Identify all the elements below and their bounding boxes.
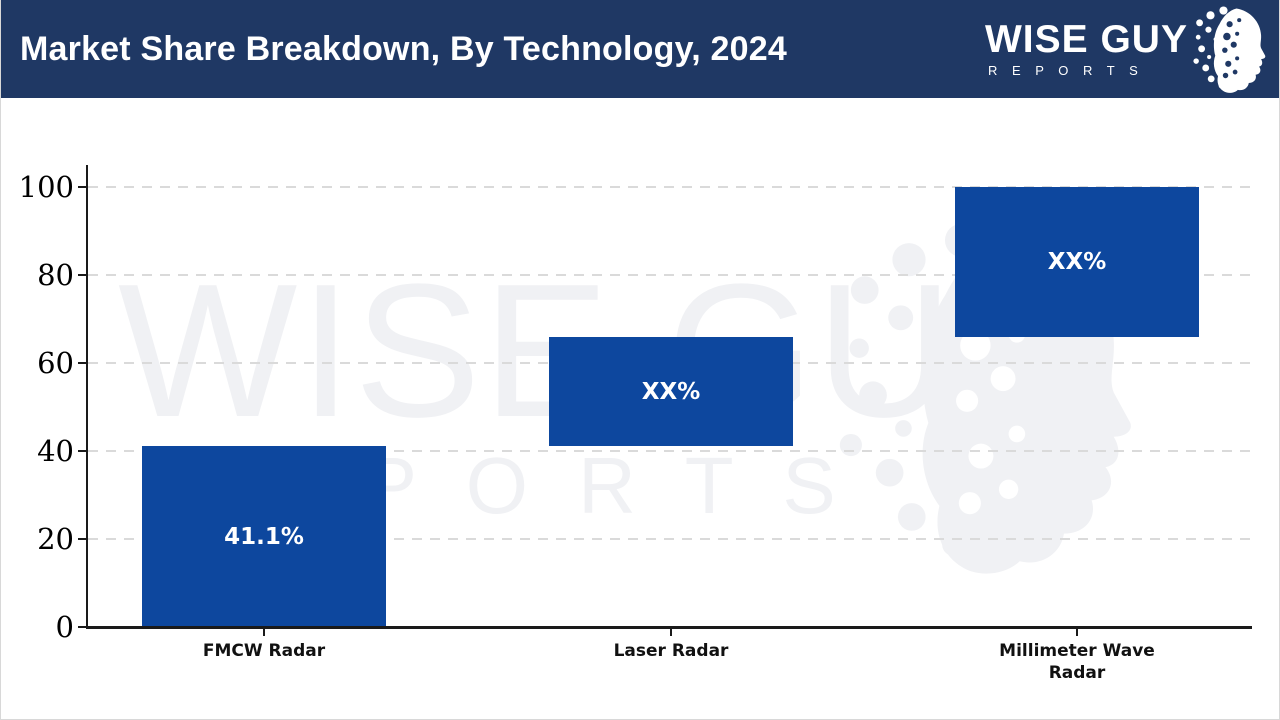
bar-value-label: 41.1% — [224, 523, 304, 550]
bar-value-label: XX% — [1047, 249, 1107, 276]
x-tick-mark — [670, 628, 672, 636]
y-tick-mark — [78, 626, 87, 628]
y-tick-label: 80 — [37, 258, 74, 292]
chart-title: Market Share Breakdown, By Technology, 2… — [20, 29, 787, 68]
y-tick-label: 100 — [18, 170, 74, 204]
y-tick-mark — [78, 274, 87, 276]
wiseguy-face-icon — [1193, 5, 1266, 93]
x-tick-mark — [263, 628, 265, 636]
y-tick-mark — [78, 362, 87, 364]
gridline — [88, 186, 1252, 188]
x-tick-mark — [1076, 628, 1078, 636]
gridline — [88, 538, 1252, 540]
y-axis-spine — [86, 165, 88, 629]
bar: XX% — [549, 337, 793, 447]
x-tick-label: FMCW Radar — [202, 641, 326, 661]
x-axis-spine — [86, 626, 1252, 629]
bar-value-label: XX% — [641, 378, 701, 405]
bar: 41.1% — [142, 446, 386, 627]
y-tick-label: 0 — [55, 610, 74, 644]
y-tick-label: 60 — [37, 346, 74, 380]
x-tick-label: Laser Radar — [613, 641, 729, 661]
y-tick-mark — [78, 450, 87, 452]
x-tick-label: Millimeter Wave Radar — [999, 641, 1155, 683]
gridline — [88, 450, 1252, 452]
header-bar: Market Share Breakdown, By Technology, 2… — [0, 0, 1280, 98]
logo-subtitle: R E P O R T S — [987, 63, 1144, 78]
y-tick-mark — [78, 538, 87, 540]
y-tick-mark — [78, 186, 87, 188]
y-tick-label: 20 — [37, 522, 74, 556]
logo-wordmark: WISE GUY — [984, 18, 1188, 61]
y-tick-label: 40 — [37, 434, 74, 468]
logo-text: WISE GUY R E P O R T S — [985, 20, 1188, 78]
wiseguy-logo: WISE GUY R E P O R T S — [985, 5, 1272, 94]
gridline — [88, 274, 1252, 276]
bar: XX% — [955, 187, 1199, 338]
